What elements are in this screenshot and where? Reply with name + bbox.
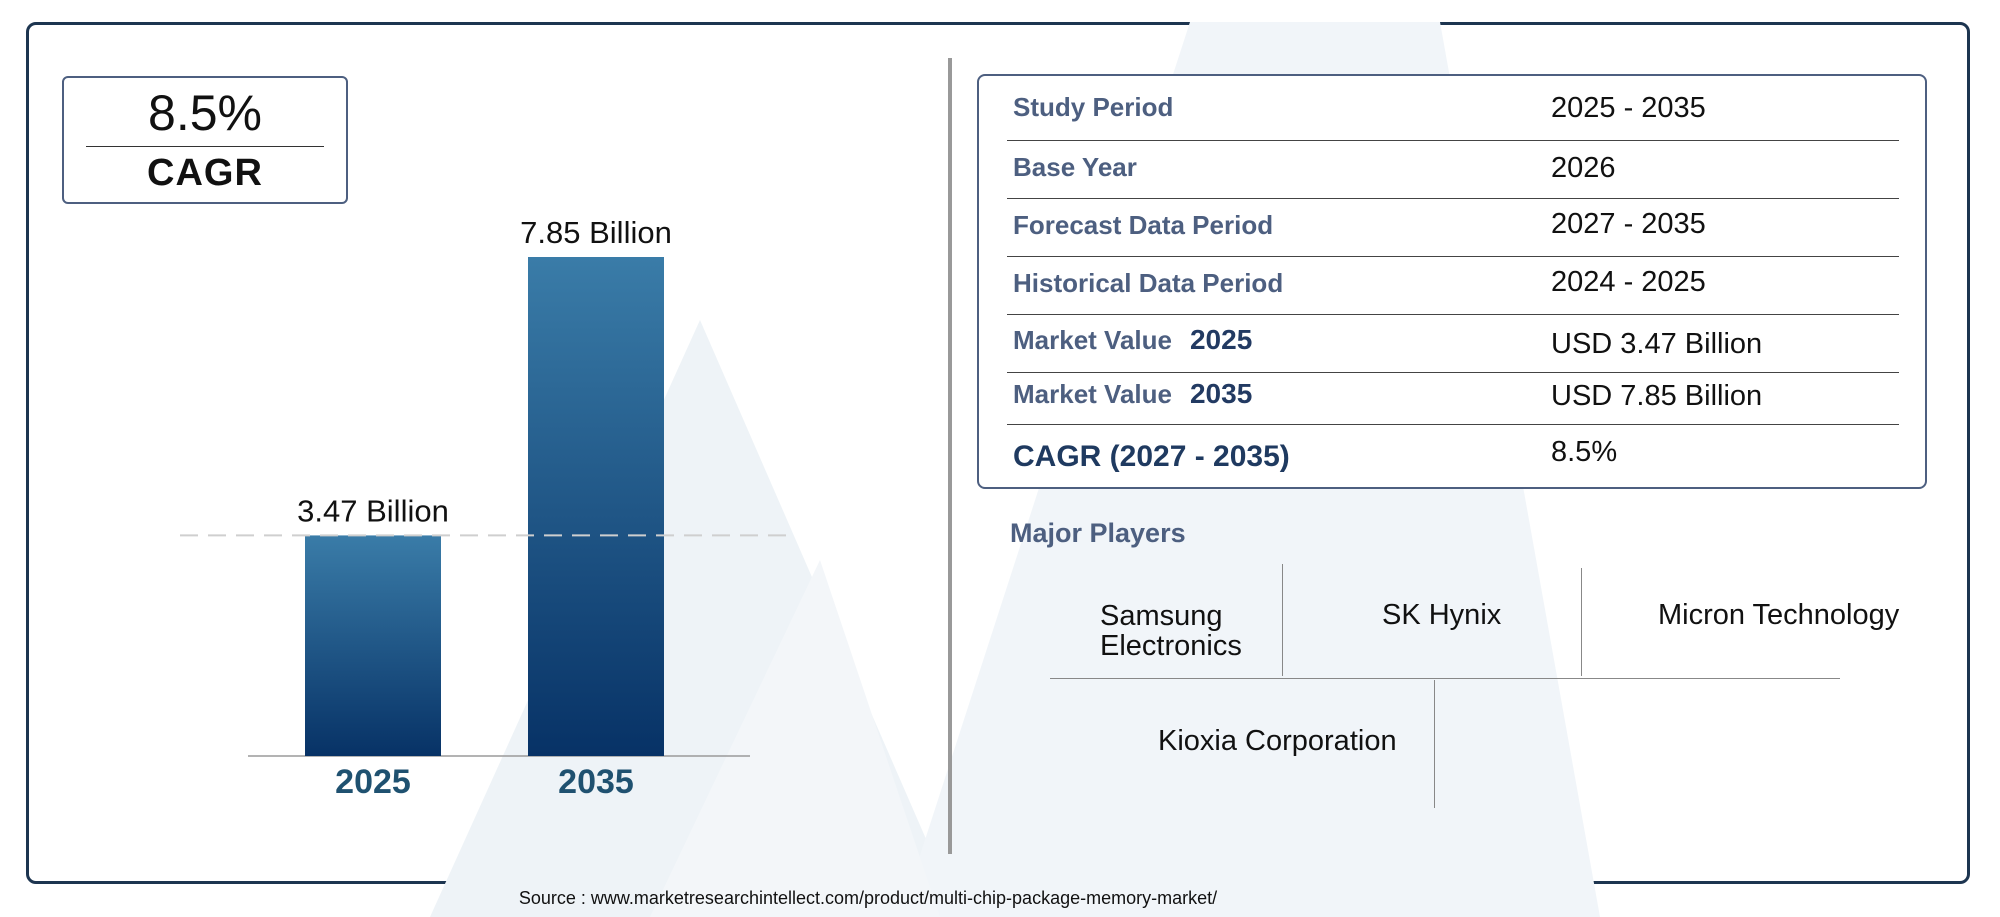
info-year: 2035 xyxy=(1189,378,1253,409)
player-divider xyxy=(1434,680,1435,808)
cagr-label: CAGR xyxy=(147,152,263,194)
data-label-2035: 7.85 Billion xyxy=(520,215,672,250)
cagr-value: 8.5% xyxy=(148,85,262,141)
info-row-base-year: Base Year 2026 xyxy=(1007,140,1899,199)
major-players-title: Major Players xyxy=(1010,518,1186,548)
info-value: 2025 - 2035 xyxy=(1551,92,1706,124)
info-row-market-value-2035: Market Value 2035 USD 7.85 Billion xyxy=(1007,372,1899,425)
data-label-2025: 3.47 Billion xyxy=(297,493,449,528)
info-label-text: Market Value xyxy=(1013,379,1172,409)
info-row-historical-period: Historical Data Period 2024 - 2025 xyxy=(1007,256,1899,315)
info-label: Forecast Data Period xyxy=(1013,210,1274,240)
info-value: 8.5% xyxy=(1551,436,1618,468)
cagr-divider xyxy=(86,146,324,147)
source-note: Source : www.marketresearchintellect.com… xyxy=(518,888,1218,908)
cagr-card: 8.5% CAGR xyxy=(62,76,348,204)
bar-2025 xyxy=(305,535,441,756)
player-divider xyxy=(1050,678,1840,679)
info-label: Market Value 2025 xyxy=(1013,324,1252,356)
info-value: USD 7.85 Billion xyxy=(1551,380,1763,412)
category-label-2025: 2025 xyxy=(335,763,411,801)
player-kioxia-corporation: Kioxia Corporation xyxy=(1158,725,1397,757)
panel-divider xyxy=(948,58,952,854)
info-value: 2026 xyxy=(1551,152,1616,184)
info-label: Base Year xyxy=(1013,152,1137,182)
info-label: Historical Data Period xyxy=(1013,268,1284,298)
info-value: 2024 - 2025 xyxy=(1551,266,1706,298)
market-info-table: Study Period 2025 - 2035 Base Year 2026 … xyxy=(977,74,1927,489)
info-row-cagr: CAGR (2027 - 2035) 8.5% xyxy=(1007,424,1899,484)
info-year: 2025 xyxy=(1189,324,1253,355)
player-samsung-electronics: Samsung Electronics xyxy=(1100,600,1242,662)
market-value-bar-chart: 3.47 Billion 2025 7.85 Billion 2035 xyxy=(180,215,790,801)
info-value: 2027 - 2035 xyxy=(1551,208,1706,240)
info-label: CAGR (2027 - 2035) xyxy=(1013,440,1290,473)
player-divider xyxy=(1282,564,1283,676)
category-label-2035: 2035 xyxy=(558,763,634,801)
info-row-forecast-period: Forecast Data Period 2027 - 2035 xyxy=(1007,198,1899,257)
player-sk-hynix: SK Hynix xyxy=(1382,599,1502,631)
info-row-market-value-2025: Market Value 2025 USD 3.47 Billion xyxy=(1007,314,1899,373)
info-value: USD 3.47 Billion xyxy=(1551,328,1763,360)
info-row-study-period: Study Period 2025 - 2035 xyxy=(1007,76,1899,141)
info-label-text: Market Value xyxy=(1013,325,1172,355)
info-label: Study Period xyxy=(1013,92,1174,122)
player-micron-technology: Micron Technology xyxy=(1658,599,1900,631)
info-label: Market Value 2035 xyxy=(1013,378,1252,410)
player-divider xyxy=(1581,568,1582,676)
bar-2035 xyxy=(528,257,664,756)
